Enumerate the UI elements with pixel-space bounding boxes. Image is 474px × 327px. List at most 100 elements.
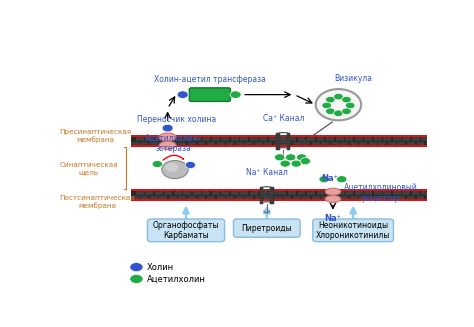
Bar (336, 190, 344, 195)
Bar (131, 135, 430, 137)
Bar (131, 196, 139, 201)
Bar (276, 141, 280, 143)
Bar (131, 189, 430, 192)
Bar (359, 142, 367, 147)
Circle shape (152, 161, 163, 167)
Bar (402, 135, 410, 141)
Bar (336, 135, 344, 141)
Circle shape (274, 154, 285, 161)
Bar (155, 135, 163, 141)
Bar (270, 197, 274, 199)
Bar (312, 196, 320, 201)
Bar (255, 142, 263, 147)
Bar (131, 145, 430, 147)
Bar (131, 142, 139, 147)
Circle shape (319, 176, 329, 183)
Bar (287, 148, 290, 150)
Circle shape (177, 91, 188, 98)
Bar (140, 196, 148, 201)
Bar (273, 142, 282, 147)
Bar (340, 196, 348, 201)
Bar (270, 202, 274, 204)
FancyBboxPatch shape (313, 219, 393, 242)
Bar (155, 190, 163, 195)
Bar (307, 190, 315, 195)
Bar (345, 190, 353, 195)
Circle shape (285, 154, 296, 161)
Bar (364, 135, 372, 141)
Circle shape (162, 124, 173, 132)
Bar (278, 190, 286, 195)
Bar (221, 135, 229, 141)
Bar (260, 195, 264, 197)
Bar (287, 146, 290, 148)
Bar (183, 190, 191, 195)
Circle shape (130, 274, 143, 284)
Bar (140, 142, 148, 147)
Bar (270, 200, 274, 202)
Bar (276, 148, 280, 150)
Bar (426, 196, 434, 201)
Bar (293, 196, 301, 201)
Bar (369, 196, 377, 201)
Bar (260, 197, 264, 199)
Circle shape (342, 108, 351, 114)
Bar (276, 135, 280, 137)
Bar (164, 190, 172, 195)
Text: Na⁺: Na⁺ (324, 215, 341, 223)
Bar (407, 196, 415, 201)
Bar (236, 142, 244, 147)
Bar (298, 190, 305, 195)
Bar (131, 189, 430, 201)
Text: Na⁺ Канал: Na⁺ Канал (246, 168, 288, 177)
Bar (217, 196, 225, 201)
Circle shape (130, 263, 143, 272)
Bar (340, 142, 348, 147)
Bar (270, 189, 274, 192)
Text: Ацетилхолин: Ацетилхолин (146, 274, 206, 284)
Bar (326, 135, 334, 141)
Bar (302, 196, 310, 201)
Bar (374, 190, 382, 195)
Bar (264, 142, 272, 147)
FancyBboxPatch shape (234, 219, 300, 237)
FancyBboxPatch shape (189, 88, 230, 101)
Bar (212, 135, 220, 141)
Bar (312, 142, 320, 147)
Bar (276, 143, 280, 145)
Bar (269, 135, 277, 141)
Bar (288, 190, 296, 195)
Text: Постсинаптическая
мембрана: Постсинаптическая мембрана (59, 195, 135, 209)
Bar (302, 142, 310, 147)
Bar (259, 135, 267, 141)
Bar (369, 142, 377, 147)
Bar (159, 142, 167, 147)
Bar (350, 142, 358, 147)
Bar (276, 146, 280, 148)
Bar (359, 196, 367, 201)
Bar (326, 190, 334, 195)
Bar (264, 196, 272, 201)
Bar (331, 142, 339, 147)
Bar (260, 192, 264, 194)
Bar (260, 202, 264, 204)
Bar (136, 135, 144, 141)
Ellipse shape (325, 188, 341, 195)
Bar (270, 187, 274, 189)
Bar (145, 135, 153, 141)
Circle shape (291, 160, 301, 167)
Bar (278, 135, 286, 141)
Bar (431, 190, 439, 195)
Circle shape (300, 158, 310, 164)
Bar (421, 135, 429, 141)
Bar (245, 196, 253, 201)
Bar (412, 135, 419, 141)
Bar (260, 189, 264, 192)
Bar (250, 190, 258, 195)
Bar (150, 142, 158, 147)
Bar (398, 142, 405, 147)
Bar (317, 135, 325, 141)
Circle shape (334, 94, 343, 100)
Text: Пресинаптическая
мембрана: Пресинаптическая мембрана (59, 129, 131, 143)
Ellipse shape (325, 196, 341, 202)
